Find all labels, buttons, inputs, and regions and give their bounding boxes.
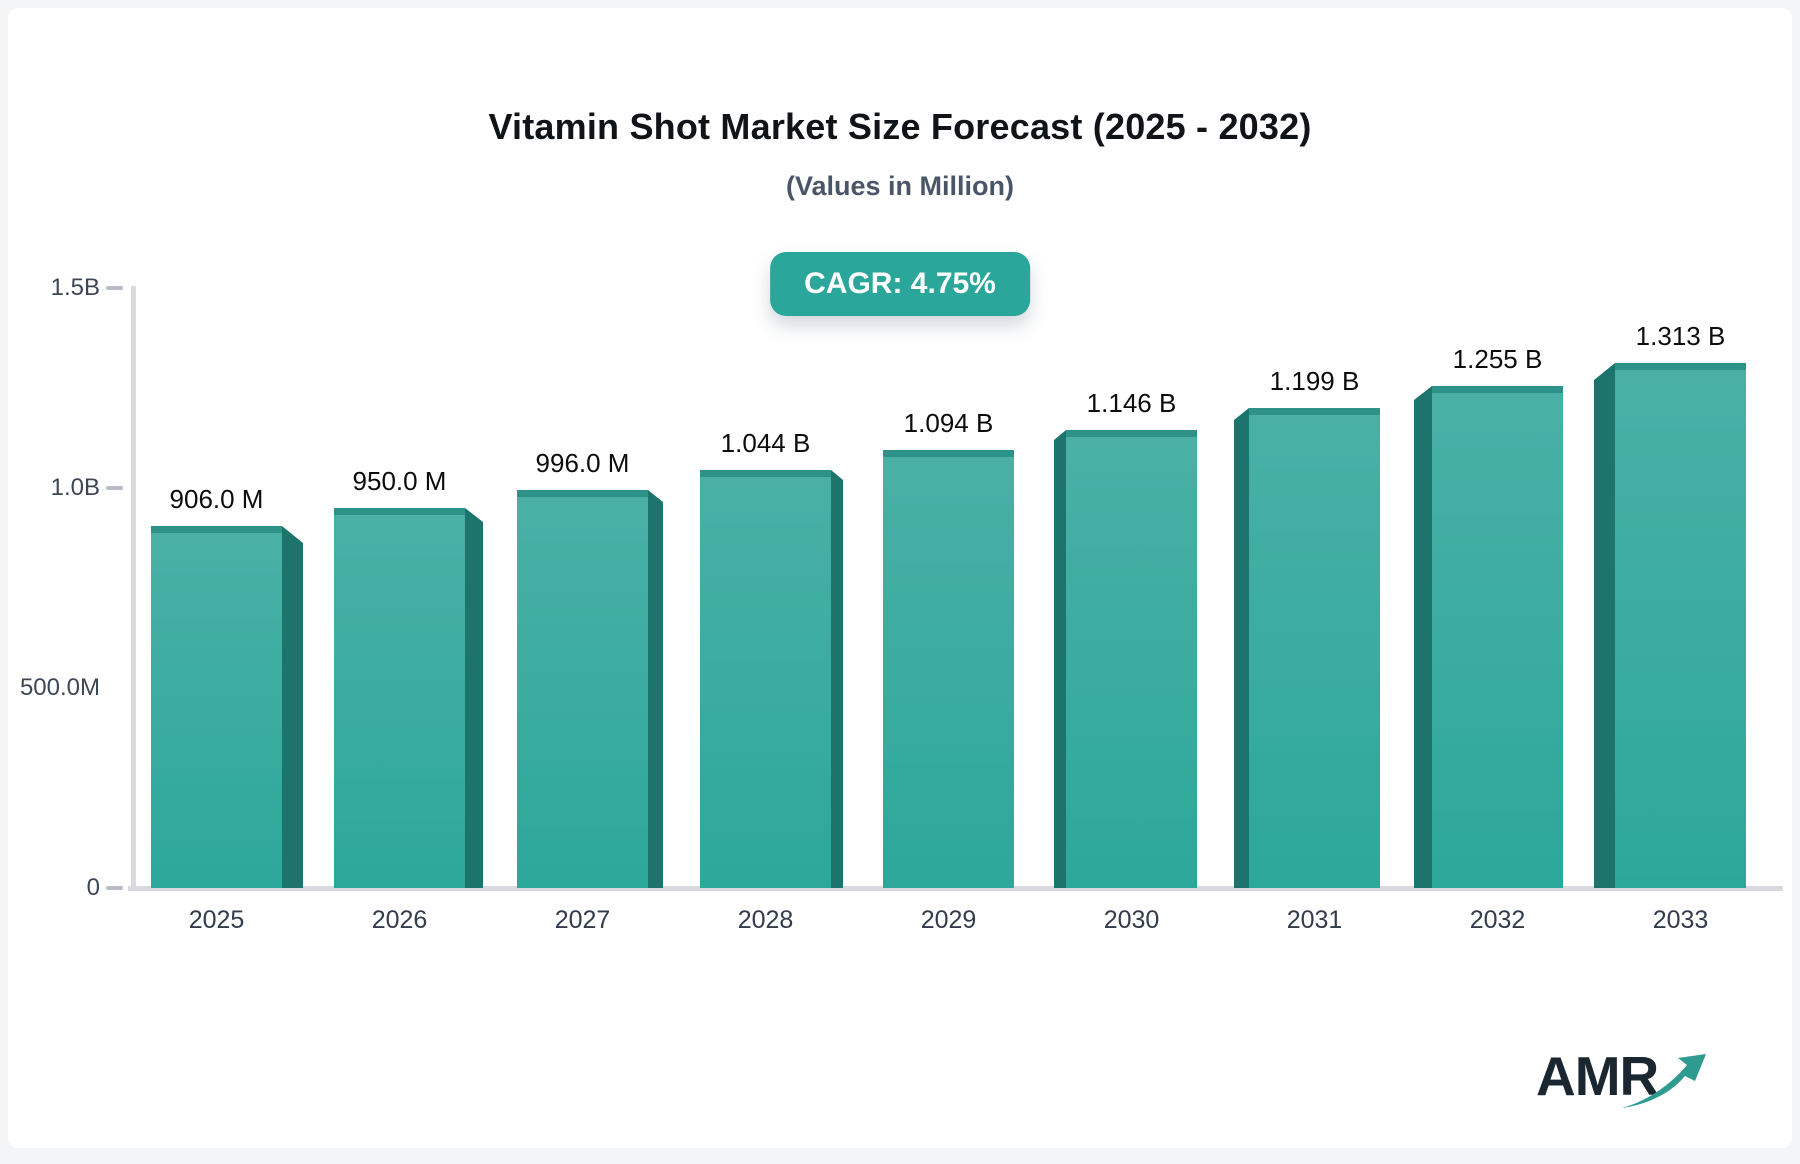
bar-2027-side-face bbox=[648, 490, 663, 888]
amr-logo-text: AMR bbox=[1536, 1045, 1659, 1107]
bar-2026 bbox=[334, 508, 465, 888]
bar-2032 bbox=[1432, 386, 1563, 888]
bar-value-label-2025: 906.0 M bbox=[169, 484, 264, 514]
bar-2032-side-face bbox=[1414, 386, 1432, 888]
x-axis-label-2029: 2029 bbox=[920, 906, 977, 934]
bar-chart-plot: 1.5B 1.0B 500.0M 0 906.0 M 2025 950.0 M 2026 996… bbox=[8, 8, 1792, 1148]
bar-2028-side-face bbox=[831, 470, 843, 888]
bar-2027 bbox=[517, 490, 648, 888]
x-axis-label-2026: 2026 bbox=[371, 906, 428, 934]
x-axis-label-2031: 2031 bbox=[1286, 906, 1343, 934]
bar-2029 bbox=[883, 450, 1014, 888]
bar-2031 bbox=[1249, 408, 1380, 888]
bar-value-label-2028: 1.044 B bbox=[720, 428, 811, 458]
bar-2033-side-face bbox=[1594, 363, 1615, 888]
y-axis-line bbox=[131, 286, 136, 890]
y-axis-tick-label: 0 bbox=[86, 874, 100, 901]
bar-2025-side-face bbox=[282, 526, 303, 888]
bar-value-label-2030: 1.146 B bbox=[1086, 388, 1177, 418]
x-axis-line bbox=[128, 886, 1783, 891]
bar-2028 bbox=[700, 470, 831, 888]
y-axis-tick-mark bbox=[106, 486, 123, 490]
x-axis-label-2033: 2033 bbox=[1652, 906, 1709, 934]
chart-title: Vitamin Shot Market Size Forecast (2025 … bbox=[488, 106, 1312, 147]
bar-value-label-2032: 1.255 B bbox=[1452, 344, 1543, 374]
y-axis-tick-mark bbox=[106, 286, 123, 290]
x-axis-label-2030: 2030 bbox=[1103, 906, 1160, 934]
cagr-badge-label: CAGR: 4.75% bbox=[804, 267, 996, 300]
bar-value-label-2033: 1.313 B bbox=[1635, 321, 1726, 351]
amr-logo: AMR bbox=[1536, 1044, 1736, 1114]
y-axis-tick-label: 500.0M bbox=[19, 674, 100, 701]
bar-value-label-2031: 1.199 B bbox=[1269, 366, 1360, 396]
bar-2030 bbox=[1066, 430, 1197, 888]
y-axis-tick-label: 1.0B bbox=[50, 474, 100, 501]
x-axis-label-2025: 2025 bbox=[188, 906, 245, 934]
bar-2031-side-face bbox=[1234, 408, 1249, 888]
bar-value-label-2026: 950.0 M bbox=[352, 466, 447, 496]
y-axis-tick-mark bbox=[106, 886, 123, 890]
y-axis-tick-label: 1.5B bbox=[50, 274, 100, 301]
bar-value-label-2029: 1.094 B bbox=[903, 408, 994, 438]
x-axis-label-2032: 2032 bbox=[1469, 906, 1526, 934]
chart-subtitle: (Values in Million) bbox=[785, 171, 1015, 201]
x-axis-label-2027: 2027 bbox=[554, 906, 611, 934]
cagr-badge: CAGR: 4.75% bbox=[770, 252, 1030, 316]
bar-2033 bbox=[1615, 363, 1746, 888]
bar-2026-side-face bbox=[465, 508, 483, 888]
chart-card: Vitamin Shot Market Size Forecast (2025 … bbox=[8, 8, 1792, 1148]
growth-arrow-icon bbox=[1622, 1054, 1706, 1108]
bar-value-label-2027: 996.0 M bbox=[535, 448, 630, 478]
bar-2025 bbox=[151, 526, 282, 888]
bar-2030-side-face bbox=[1054, 430, 1066, 888]
x-axis-label-2028: 2028 bbox=[737, 906, 794, 934]
